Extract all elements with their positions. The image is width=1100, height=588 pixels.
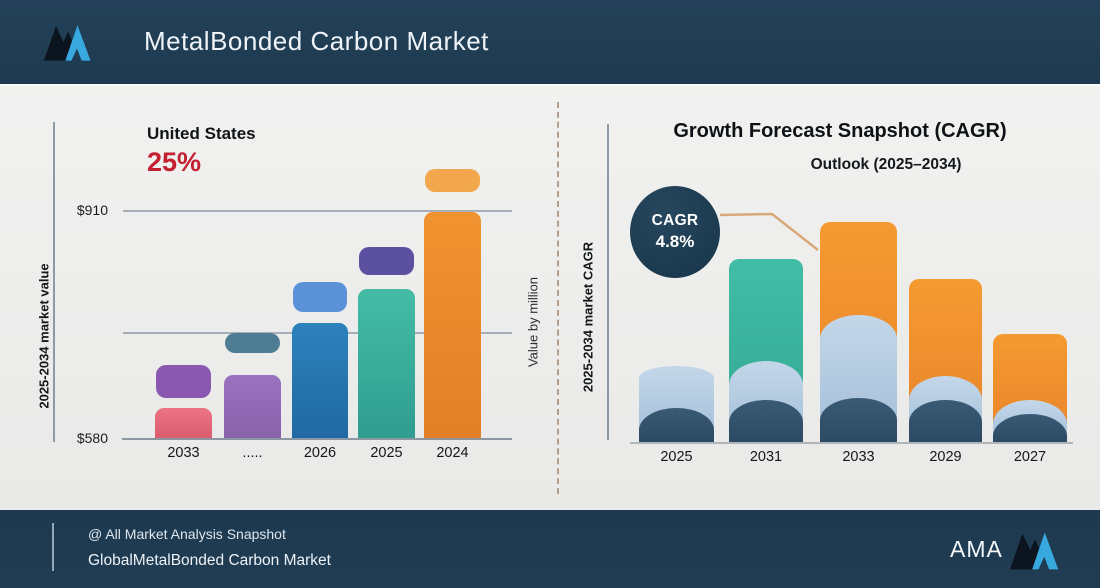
x-tick-label: 2029 xyxy=(929,449,962,465)
x-tick-label: 2033 xyxy=(842,449,875,465)
bar-cap-..... xyxy=(225,333,280,353)
x-tick-label: 2025 xyxy=(660,449,693,465)
left-chart-highlight-percent: 25% xyxy=(147,147,202,177)
bar-bottom-segment-2033 xyxy=(820,398,897,442)
ama-logo-icon xyxy=(1009,532,1059,570)
left-y-axis-title: 2025-2034 market value xyxy=(36,263,52,409)
right-y-axis-title: 2025-2034 market CAGR xyxy=(580,241,596,393)
left-y-axis-line xyxy=(53,122,55,442)
page-title: MetalBonded Carbon Market xyxy=(144,26,489,56)
bar-cap-2024 xyxy=(425,169,480,192)
x-tick-label: 2024 xyxy=(436,445,469,461)
y-tick-label: $580 xyxy=(76,430,108,446)
panel-divider xyxy=(557,102,559,494)
left-chart-title: United States xyxy=(147,124,256,143)
bar-bottom-segment-2025 xyxy=(639,408,714,442)
bar-2025 xyxy=(358,289,415,438)
bar-2024 xyxy=(424,212,481,438)
footer-divider-rule xyxy=(52,523,54,571)
left-chart-heading: United States 25% xyxy=(147,124,256,178)
ama-logo-icon xyxy=(43,25,91,61)
x-axis-line xyxy=(630,442,1073,444)
footer-bar: @ All Market Analysis Snapshot GlobalMet… xyxy=(0,510,1100,588)
bar-..... xyxy=(224,375,281,438)
bar-2033 xyxy=(155,408,212,438)
x-tick-label: 2033 xyxy=(167,445,200,461)
cagr-badge: CAGR 4.8% xyxy=(630,186,720,278)
bar-cap-2026 xyxy=(293,282,347,312)
x-tick-label: ..... xyxy=(242,445,263,461)
bar-bottom-segment-2027 xyxy=(993,414,1067,442)
header-bar: MetalBonded Carbon Market xyxy=(0,0,1100,84)
infographic-content: 2025-2034 market value United States 25%… xyxy=(0,84,1100,510)
footer-brand-text: AMA xyxy=(950,536,1003,562)
footer-line-1: @ All Market Analysis Snapshot xyxy=(88,526,286,542)
bar-2026 xyxy=(292,323,348,438)
value-by-million-label: Value by million xyxy=(525,276,541,368)
cagr-badge-label: CAGR xyxy=(651,212,699,229)
bar-cap-2025 xyxy=(359,247,414,275)
cagr-badge-value: 4.8% xyxy=(655,232,695,251)
x-axis-line xyxy=(122,438,512,440)
y-tick-label: $910 xyxy=(76,202,108,218)
right-chart-title: Growth Forecast Snapshot (CAGR) xyxy=(673,120,1007,142)
right-y-axis-line xyxy=(607,124,609,440)
gridline xyxy=(123,210,512,212)
x-tick-label: 2026 xyxy=(303,445,337,461)
x-tick-label: 2031 xyxy=(749,449,783,465)
bar-bottom-segment-2031 xyxy=(729,400,803,442)
bar-cap-2033 xyxy=(156,365,211,398)
footer-line-2: GlobalMetalBonded Carbon Market xyxy=(88,552,331,569)
x-tick-label: 2025 xyxy=(370,445,403,461)
bar-bottom-segment-2029 xyxy=(909,400,982,442)
x-tick-label: 2027 xyxy=(1013,449,1047,465)
right-chart-subtitle: Outlook (2025–2034) xyxy=(810,156,962,173)
